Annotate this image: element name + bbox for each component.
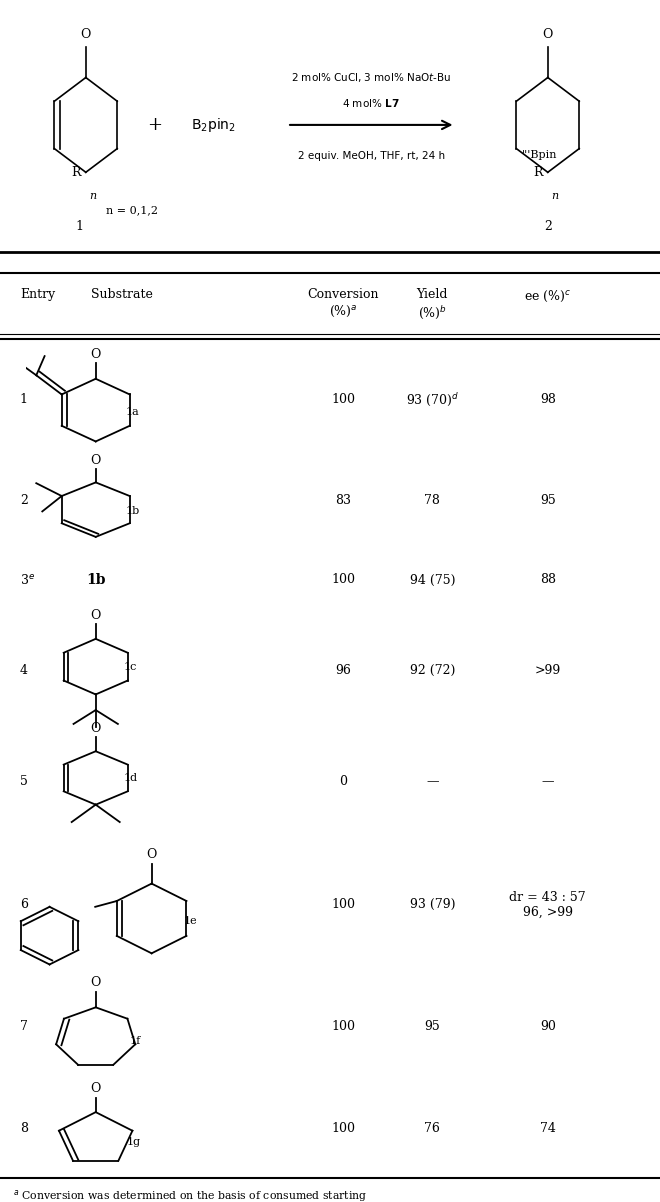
Text: —: — [542, 775, 554, 787]
Text: 98: 98 [540, 393, 556, 405]
Text: +: + [148, 115, 162, 133]
Text: 74: 74 [540, 1123, 556, 1135]
Text: '''Bpin: '''Bpin [521, 150, 557, 161]
Text: 100: 100 [331, 393, 355, 405]
Text: O: O [90, 976, 101, 989]
Text: 1e: 1e [184, 916, 197, 926]
Text: 1g: 1g [127, 1137, 141, 1148]
Text: Entry: Entry [20, 288, 55, 302]
Text: ee (%)$^c$: ee (%)$^c$ [524, 288, 572, 304]
Text: 76: 76 [424, 1123, 440, 1135]
Text: 88: 88 [540, 573, 556, 587]
Text: 94 (75): 94 (75) [410, 573, 455, 587]
Text: 1d: 1d [123, 773, 137, 783]
Text: 2: 2 [20, 494, 28, 506]
Text: n: n [89, 191, 96, 201]
Text: $\mathrm{B_2pin_2}$: $\mathrm{B_2pin_2}$ [191, 115, 236, 133]
Text: 1c: 1c [123, 661, 137, 672]
Text: O: O [90, 347, 101, 361]
Text: dr = 43 : 57
96, >99: dr = 43 : 57 96, >99 [510, 891, 586, 918]
Text: 100: 100 [331, 1020, 355, 1033]
Text: O: O [90, 1082, 101, 1095]
Text: 93 (70)$^d$: 93 (70)$^d$ [406, 391, 459, 407]
Text: 92 (72): 92 (72) [410, 664, 455, 677]
Text: O: O [90, 609, 101, 621]
Text: 6: 6 [20, 898, 28, 911]
Text: >99: >99 [535, 664, 561, 677]
Text: 93 (79): 93 (79) [410, 898, 455, 911]
Text: O: O [90, 722, 101, 734]
Text: Conversion
(%)$^a$: Conversion (%)$^a$ [308, 288, 379, 319]
Text: 78: 78 [424, 494, 440, 506]
Text: n: n [551, 191, 558, 201]
Text: 1a: 1a [125, 407, 139, 417]
Text: 4 mol% $\mathbf{L7}$: 4 mol% $\mathbf{L7}$ [343, 97, 400, 109]
Text: 8: 8 [20, 1123, 28, 1135]
Text: O: O [90, 453, 101, 466]
Text: 1b: 1b [125, 506, 140, 516]
Text: O: O [543, 29, 553, 41]
Text: 0: 0 [339, 775, 347, 787]
Text: R: R [71, 166, 81, 179]
Text: 100: 100 [331, 898, 355, 911]
Text: O: O [81, 29, 91, 41]
Text: 5: 5 [20, 775, 28, 787]
Text: 7: 7 [20, 1020, 28, 1033]
Text: 95: 95 [424, 1020, 440, 1033]
Text: 2 equiv. MeOH, THF, rt, 24 h: 2 equiv. MeOH, THF, rt, 24 h [298, 150, 445, 161]
Text: 2: 2 [544, 220, 552, 233]
Text: 3$^e$: 3$^e$ [20, 573, 35, 587]
Text: 100: 100 [331, 573, 355, 587]
Text: Substrate: Substrate [91, 288, 153, 302]
Text: 95: 95 [540, 494, 556, 506]
Text: n = 0,1,2: n = 0,1,2 [106, 206, 158, 215]
Text: —: — [426, 775, 438, 787]
Text: 1: 1 [75, 220, 83, 233]
Text: R: R [533, 166, 543, 179]
Text: 1f: 1f [129, 1036, 141, 1046]
Text: Yield
(%)$^b$: Yield (%)$^b$ [416, 288, 448, 321]
Text: 1: 1 [20, 393, 28, 405]
Text: 2 mol% CuCl, 3 mol% NaO$t$-Bu: 2 mol% CuCl, 3 mol% NaO$t$-Bu [291, 71, 451, 84]
Text: 4: 4 [20, 664, 28, 677]
Text: 90: 90 [540, 1020, 556, 1033]
Text: O: O [147, 847, 157, 861]
Text: $^a$ Conversion was determined on the basis of consumed starting
material by GC : $^a$ Conversion was determined on the ba… [13, 1188, 379, 1202]
Text: 83: 83 [335, 494, 351, 506]
Text: 96: 96 [335, 664, 351, 677]
Text: 1b: 1b [86, 573, 106, 587]
Text: 100: 100 [331, 1123, 355, 1135]
